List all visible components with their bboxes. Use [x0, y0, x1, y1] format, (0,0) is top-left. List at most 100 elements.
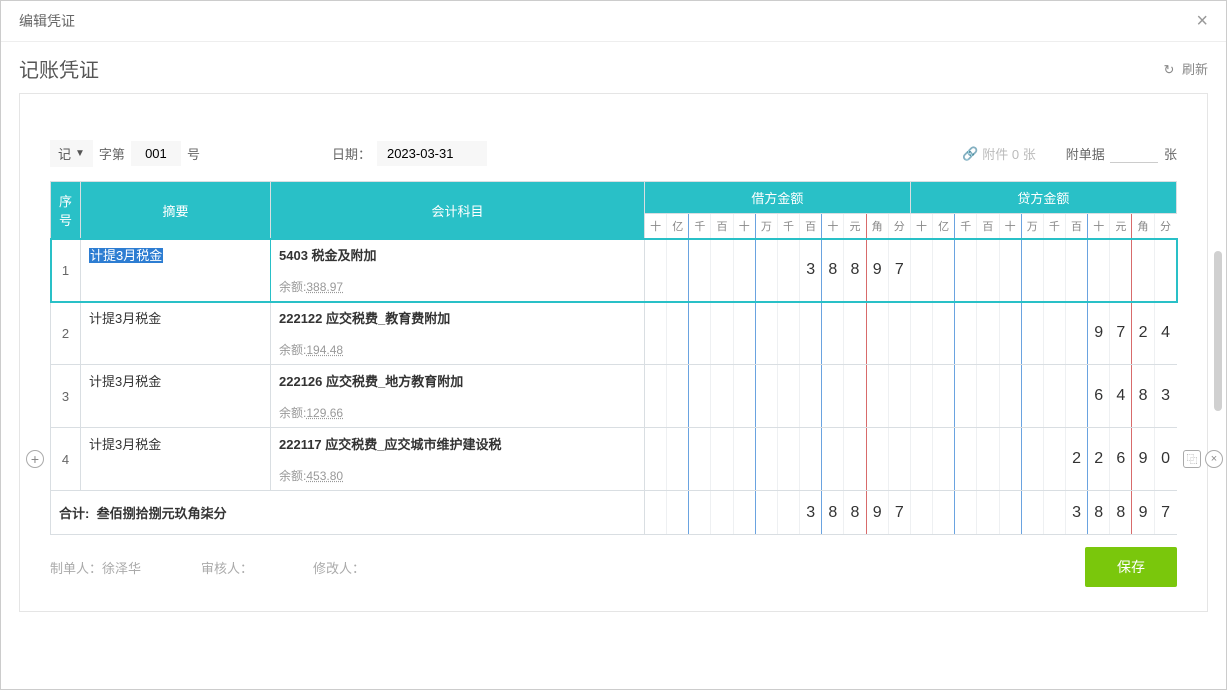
- amount-digit[interactable]: 7: [1154, 491, 1176, 535]
- amount-digit[interactable]: [689, 365, 711, 428]
- amount-digit[interactable]: [1043, 239, 1065, 302]
- amount-digit[interactable]: [822, 302, 844, 365]
- amount-digit[interactable]: [955, 491, 977, 535]
- amount-digit[interactable]: [645, 428, 667, 491]
- amount-digit[interactable]: 8: [822, 491, 844, 535]
- amount-digit[interactable]: [800, 365, 822, 428]
- amount-digit[interactable]: [955, 365, 977, 428]
- amount-digit[interactable]: [755, 365, 777, 428]
- amount-digit[interactable]: [645, 491, 667, 535]
- amount-digit[interactable]: [1021, 491, 1043, 535]
- amount-digit[interactable]: [822, 365, 844, 428]
- amount-digit[interactable]: [777, 428, 799, 491]
- amount-digit[interactable]: 2: [1132, 302, 1154, 365]
- amount-digit[interactable]: [999, 302, 1021, 365]
- amount-digit[interactable]: [933, 302, 955, 365]
- amount-digit[interactable]: [1043, 365, 1065, 428]
- amount-digit[interactable]: [733, 302, 755, 365]
- amount-digit[interactable]: 4: [1154, 302, 1176, 365]
- amount-digit[interactable]: 9: [866, 239, 888, 302]
- amount-digit[interactable]: 9: [1132, 428, 1154, 491]
- amount-digit[interactable]: [977, 302, 999, 365]
- amount-digit[interactable]: [910, 302, 932, 365]
- amount-digit[interactable]: 7: [888, 491, 910, 535]
- amount-digit[interactable]: [689, 491, 711, 535]
- amount-digit[interactable]: 4: [1110, 365, 1132, 428]
- amount-digit[interactable]: [711, 491, 733, 535]
- amount-digit[interactable]: [1065, 302, 1087, 365]
- amount-digit[interactable]: [667, 239, 689, 302]
- amount-digit[interactable]: [933, 239, 955, 302]
- amount-digit[interactable]: [667, 428, 689, 491]
- amount-digit[interactable]: [711, 428, 733, 491]
- amount-digit[interactable]: [755, 302, 777, 365]
- summary-cell[interactable]: 计提3月税金: [81, 302, 271, 365]
- amount-digit[interactable]: [777, 302, 799, 365]
- amount-digit[interactable]: [866, 365, 888, 428]
- amount-digit[interactable]: [1043, 428, 1065, 491]
- amount-digit[interactable]: [733, 239, 755, 302]
- amount-digit[interactable]: [955, 428, 977, 491]
- amount-digit[interactable]: 6: [1110, 428, 1132, 491]
- amount-digit[interactable]: [733, 428, 755, 491]
- amount-digit[interactable]: [999, 428, 1021, 491]
- amount-digit[interactable]: 3: [800, 491, 822, 535]
- refresh-button[interactable]: ↻ 刷新: [1163, 59, 1208, 78]
- amount-digit[interactable]: [711, 302, 733, 365]
- amount-digit[interactable]: [777, 239, 799, 302]
- amount-digit[interactable]: [999, 239, 1021, 302]
- amount-digit[interactable]: [1043, 302, 1065, 365]
- amount-digit[interactable]: [689, 428, 711, 491]
- account-cell[interactable]: 5403 税金及附加 余额:388.97: [271, 239, 645, 302]
- amount-digit[interactable]: [888, 302, 910, 365]
- date-input[interactable]: [377, 141, 487, 166]
- amount-digit[interactable]: 9: [866, 491, 888, 535]
- amount-digit[interactable]: [645, 239, 667, 302]
- amount-digit[interactable]: 9: [1088, 302, 1110, 365]
- amount-digit[interactable]: [777, 491, 799, 535]
- amount-digit[interactable]: [955, 302, 977, 365]
- amount-digit[interactable]: [933, 428, 955, 491]
- amount-digit[interactable]: [755, 491, 777, 535]
- amount-digit[interactable]: [844, 428, 866, 491]
- save-button[interactable]: 保存: [1085, 547, 1177, 587]
- amount-digit[interactable]: [711, 365, 733, 428]
- amount-digit[interactable]: [866, 428, 888, 491]
- voucher-type-select[interactable]: 记 ▼: [50, 140, 93, 167]
- attachment-link[interactable]: 🔗 附件 0 张: [962, 144, 1036, 163]
- amount-digit[interactable]: [844, 365, 866, 428]
- amount-digit[interactable]: 8: [822, 239, 844, 302]
- amount-digit[interactable]: 0: [1154, 428, 1176, 491]
- amount-digit[interactable]: [1065, 239, 1087, 302]
- amount-digit[interactable]: [1110, 239, 1132, 302]
- summary-cell[interactable]: 计提3月税金: [81, 365, 271, 428]
- copy-row-button[interactable]: ⿻: [1183, 450, 1201, 468]
- amount-digit[interactable]: [999, 365, 1021, 428]
- amount-digit[interactable]: [977, 239, 999, 302]
- amount-digit[interactable]: [689, 239, 711, 302]
- amount-digit[interactable]: [1154, 239, 1176, 302]
- amount-digit[interactable]: [977, 491, 999, 535]
- amount-digit[interactable]: [888, 365, 910, 428]
- amount-digit[interactable]: [667, 302, 689, 365]
- amount-digit[interactable]: [1065, 365, 1087, 428]
- amount-digit[interactable]: 2: [1065, 428, 1087, 491]
- amount-digit[interactable]: [822, 428, 844, 491]
- amount-digit[interactable]: [1021, 428, 1043, 491]
- amount-digit[interactable]: [1021, 239, 1043, 302]
- amount-digit[interactable]: 3: [1065, 491, 1087, 535]
- amount-digit[interactable]: [777, 365, 799, 428]
- account-cell[interactable]: 222122 应交税费_教育费附加 余额:194.48: [271, 302, 645, 365]
- voucher-number-input[interactable]: [131, 141, 181, 166]
- amount-digit[interactable]: [888, 428, 910, 491]
- amount-digit[interactable]: [1088, 239, 1110, 302]
- amount-digit[interactable]: [689, 302, 711, 365]
- amount-digit[interactable]: 6: [1088, 365, 1110, 428]
- amount-digit[interactable]: [755, 239, 777, 302]
- fudan-input[interactable]: [1110, 147, 1158, 163]
- amount-digit[interactable]: 7: [1110, 302, 1132, 365]
- amount-digit[interactable]: [933, 365, 955, 428]
- summary-cell[interactable]: 计提3月税金: [81, 239, 271, 302]
- amount-digit[interactable]: [1021, 365, 1043, 428]
- amount-digit[interactable]: 7: [888, 239, 910, 302]
